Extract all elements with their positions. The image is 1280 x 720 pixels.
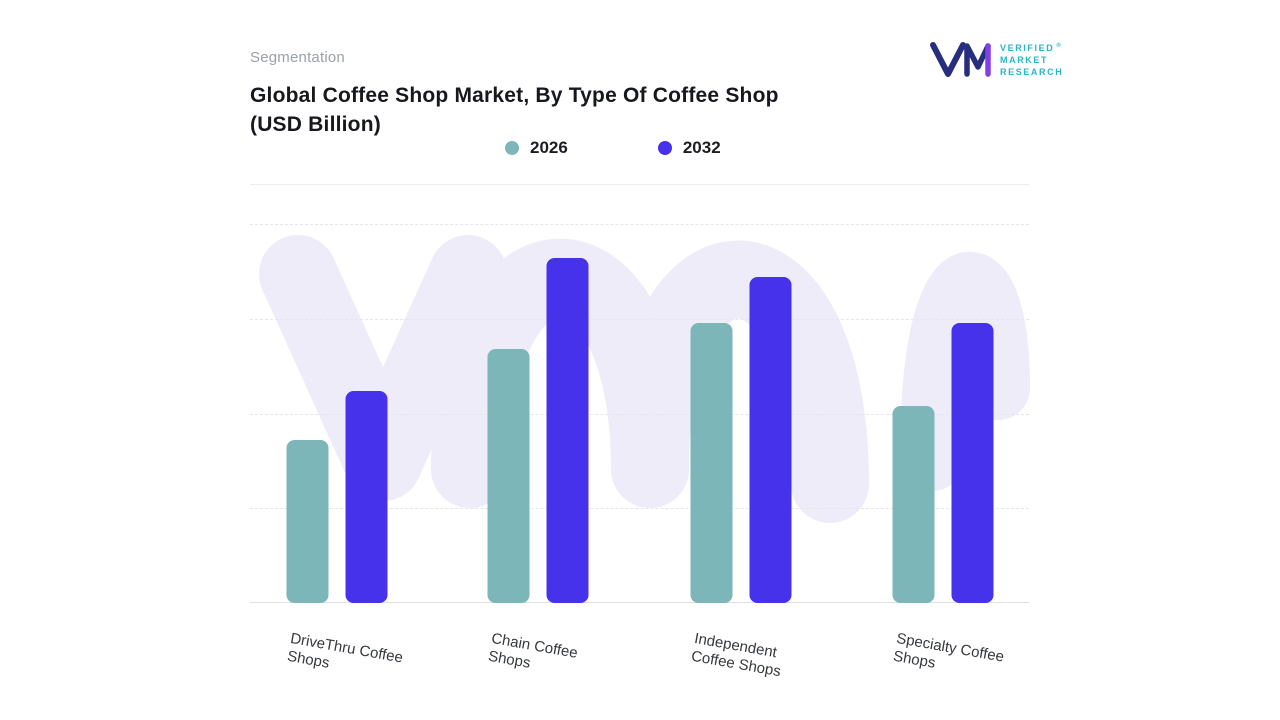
x-axis-label-4: Specialty Coffee Shops — [891, 630, 1006, 672]
plot-area: DriveThru Coffee Shops Chain Coffee Shops In… — [250, 224, 1030, 680]
chart-title-line1: Global Coffee Shop Market, By Type Of Co… — [250, 84, 779, 107]
logo-word-verified: VERIFIED — [1000, 43, 1055, 53]
bar-group-1 — [286, 391, 388, 603]
x-axis-line — [250, 602, 1029, 603]
gridline — [250, 224, 1029, 225]
bar-2026-category-3[interactable] — [690, 323, 733, 603]
x-axis-label-2: Chain Coffee Shops — [486, 630, 579, 672]
header-divider — [250, 184, 1029, 185]
x-axis-label-1: DriveThru Coffee Shops — [285, 630, 405, 672]
bar-2032-category-1[interactable] — [345, 391, 388, 603]
chart-title: Global Coffee Shop Market, By Type Of Co… — [250, 81, 910, 139]
gridline — [250, 319, 1029, 320]
vmr-logo: VERIFIED ® MARKET RESEARCH — [926, 36, 1063, 82]
bar-2032-category-2[interactable] — [546, 258, 589, 603]
bar-2026-category-4[interactable] — [892, 406, 935, 603]
bar-2026-category-1[interactable] — [286, 440, 329, 603]
registered-trademark: ® — [1056, 43, 1063, 49]
bar-group-3 — [690, 277, 792, 603]
legend-item-2032[interactable]: 2032 — [657, 138, 721, 158]
bar-2026-category-2[interactable] — [487, 349, 530, 603]
legend-label: 2026 — [530, 138, 568, 157]
bar-2032-category-3[interactable] — [749, 277, 792, 603]
logo-line-research: RESEARCH — [1000, 67, 1064, 77]
chart-title-line2: (USD Billion) — [250, 113, 381, 136]
x-axis-label-3: Independent Coffee Shops — [689, 630, 783, 681]
bar-group-4 — [892, 323, 994, 603]
legend-dot — [505, 141, 519, 155]
bar-group-2 — [487, 258, 589, 603]
legend-item-2026[interactable]: 2026 — [505, 138, 568, 158]
logo-line-verified: VERIFIED ® — [1000, 41, 1063, 53]
vmr-logo-icon — [930, 42, 991, 77]
legend-label: 2032 — [682, 138, 721, 157]
legend-dot — [657, 141, 672, 155]
gridline — [250, 508, 1029, 509]
vmr-logo-text: VERIFIED ® MARKET RESEARCH — [1000, 41, 1063, 77]
bar-2032-category-4[interactable] — [951, 323, 994, 603]
gridline — [250, 414, 1029, 415]
logo-line-market: MARKET — [1000, 55, 1049, 65]
segmentation-label: Segmentation — [250, 49, 345, 66]
legend: 2026 2032 — [505, 138, 721, 158]
